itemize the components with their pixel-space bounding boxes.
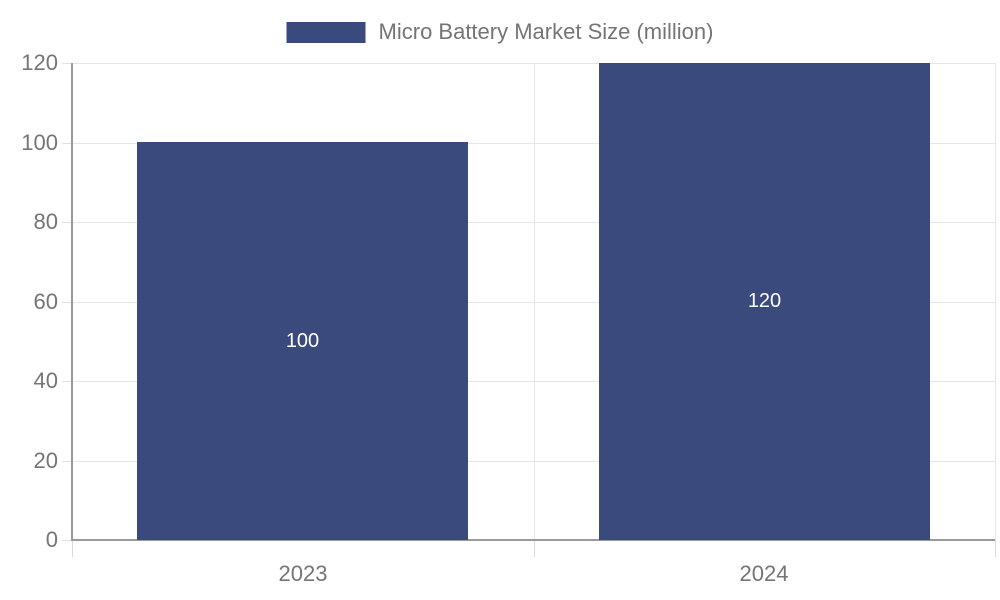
ytick-label-100: 100 <box>21 130 58 155</box>
xtick-label-2023: 2023 <box>278 561 328 586</box>
x-axis-line <box>72 539 995 541</box>
gridline-y-120 <box>72 63 995 64</box>
ytick-label-20: 20 <box>33 448 58 473</box>
legend-label: Micro Battery Market Size (million) <box>378 19 714 44</box>
gridline-x-2 <box>995 63 996 540</box>
xtick-mark-0 <box>72 540 73 557</box>
ytick-label-60: 60 <box>33 289 58 314</box>
ytick-mark-0 <box>62 540 72 541</box>
ytick-mark-60 <box>62 302 72 303</box>
gridline-y-20 <box>72 461 995 462</box>
gridline-y-100 <box>72 143 995 144</box>
bar-2024[interactable]: 120 <box>599 63 930 540</box>
ytick-mark-120 <box>62 63 72 64</box>
xtick-mark-1 <box>534 540 535 557</box>
gridline-x-1 <box>534 63 535 540</box>
ytick-label-0: 0 <box>45 527 58 552</box>
bar-value-label-2024: 120 <box>747 290 782 312</box>
ytick-label-40: 40 <box>33 368 58 393</box>
y-axis-line <box>71 63 73 541</box>
ytick-mark-100 <box>62 143 72 144</box>
ytick-label-120: 120 <box>21 50 58 75</box>
ytick-label-80: 80 <box>33 209 58 234</box>
gridline-y-80 <box>72 222 995 223</box>
legend-swatch <box>286 21 366 43</box>
ytick-mark-20 <box>62 461 72 462</box>
legend-item[interactable]: Micro Battery Market Size (million) <box>286 19 714 45</box>
xtick-mark-2 <box>995 540 996 557</box>
xtick-label-2024: 2024 <box>739 561 789 586</box>
bar-value-label-2023: 100 <box>285 329 320 352</box>
ytick-mark-40 <box>62 381 72 382</box>
gridline-y-60 <box>72 302 995 303</box>
bar-2023[interactable]: 100 <box>137 142 468 540</box>
ytick-mark-80 <box>62 222 72 223</box>
gridline-y-40 <box>72 381 995 382</box>
